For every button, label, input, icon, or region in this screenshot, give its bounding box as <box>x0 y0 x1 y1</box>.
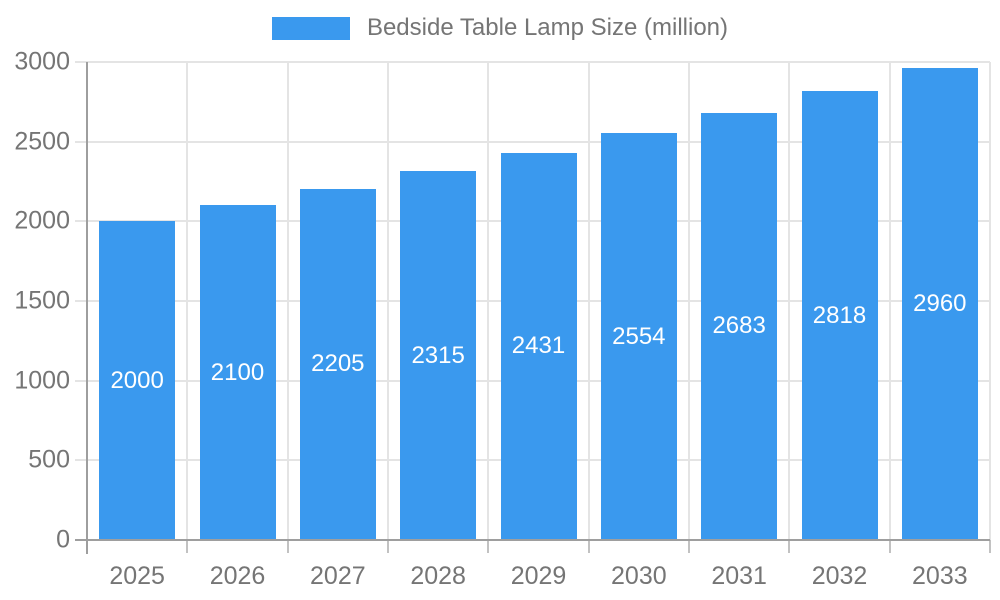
y-axis-tick <box>75 300 87 302</box>
x-axis-tick <box>788 540 791 553</box>
x-gridline <box>989 62 991 540</box>
x-gridline <box>286 62 289 540</box>
x-axis-tick <box>989 540 991 553</box>
x-axis-tick-label-2028: 2028 <box>410 562 466 590</box>
x-gridline <box>387 62 389 540</box>
bar-value-label: 2315 <box>411 341 465 369</box>
x-axis-tick <box>688 540 690 553</box>
bar-2033[interactable]: 2960 <box>901 68 978 540</box>
x-axis-tick-label-2033: 2033 <box>912 562 968 590</box>
x-gridline <box>788 62 791 540</box>
y-axis-tick <box>75 539 87 541</box>
bar-value-label: 2100 <box>210 358 265 386</box>
x-axis-tick <box>587 540 590 553</box>
bar-value-label: 2554 <box>612 322 666 350</box>
x-axis-tick-label-2030: 2030 <box>611 562 667 590</box>
x-axis-tick <box>387 540 389 553</box>
x-axis-tick <box>888 540 891 553</box>
legend-color-swatch <box>271 16 350 40</box>
y-axis-tick-label: 500 <box>28 445 70 474</box>
bar-value-label: 2000 <box>110 366 164 394</box>
bar-2026[interactable]: 2100 <box>199 205 276 540</box>
bar-2025[interactable]: 2000 <box>99 221 176 540</box>
bar-2032[interactable]: 2818 <box>801 91 878 540</box>
x-axis-baseline <box>87 539 990 541</box>
x-axis-tick <box>186 540 189 553</box>
y-axis-tick <box>75 61 87 63</box>
bar-2031[interactable]: 2683 <box>701 112 778 540</box>
x-axis-tick-label-2029: 2029 <box>510 562 567 590</box>
x-gridline <box>587 62 590 540</box>
x-axis-tick <box>286 540 289 553</box>
chart-legend: Bedside Table Lamp Size (million) <box>0 14 1000 42</box>
y-gridline <box>87 140 990 143</box>
y-axis-tick <box>75 220 87 223</box>
legend-series-label: Bedside Table Lamp Size (million) <box>366 14 729 41</box>
x-axis-tick-label-2032: 2032 <box>811 562 868 590</box>
y-axis-tick-label: 3000 <box>14 47 70 76</box>
y-axis-tick <box>75 459 87 462</box>
x-axis-tick-label-2031: 2031 <box>711 562 767 590</box>
plot-area: 2000 2100 2205 2315 2431 2554 2683 2818 2960 <box>87 61 991 541</box>
bar-value-label: 2683 <box>712 312 766 340</box>
y-axis-line <box>86 62 88 554</box>
bar-value-label: 2205 <box>311 350 365 378</box>
bar-2029[interactable]: 2431 <box>500 152 577 540</box>
y-axis-tick-label: 2000 <box>14 206 70 235</box>
x-axis-tick-label-2025: 2025 <box>109 562 165 590</box>
x-axis-tick-label-2026: 2026 <box>209 562 266 590</box>
x-gridline <box>186 62 189 540</box>
x-gridline <box>688 62 690 540</box>
x-gridline <box>487 62 490 540</box>
bar-value-label: 2960 <box>913 290 967 318</box>
bar-2030[interactable]: 2554 <box>600 133 677 540</box>
y-axis-tick-label: 1500 <box>14 286 70 315</box>
y-axis-tick <box>75 379 87 382</box>
y-axis-tick-label: 1000 <box>14 366 70 395</box>
y-axis-tick-label: 2500 <box>14 127 70 156</box>
bar-value-label: 2431 <box>511 332 566 360</box>
x-axis-tick-label-2027: 2027 <box>310 562 366 590</box>
bar-2027[interactable]: 2205 <box>299 188 376 540</box>
y-axis-tick-label: 0 <box>56 525 70 554</box>
x-axis-tick <box>487 540 490 553</box>
y-gridline <box>87 61 990 63</box>
x-gridline <box>888 62 891 540</box>
bar-value-label: 2818 <box>812 301 867 329</box>
y-axis-tick <box>75 140 87 143</box>
bar-2028[interactable]: 2315 <box>400 171 477 540</box>
